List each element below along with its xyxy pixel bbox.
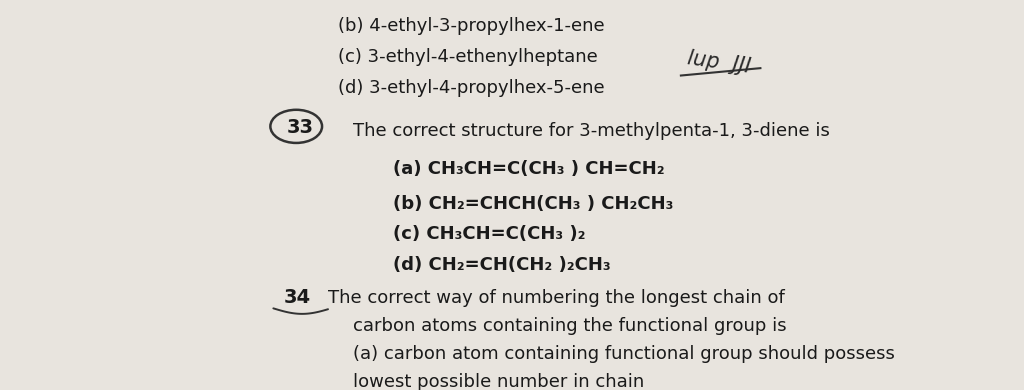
Text: (b) CH₂=CHCH(CH₃ ) CH₂CH₃: (b) CH₂=CHCH(CH₃ ) CH₂CH₃	[392, 195, 673, 213]
Text: (d) CH₂=CH(CH₂ )₂CH₃: (d) CH₂=CH(CH₂ )₂CH₃	[392, 256, 610, 274]
Text: The correct structure for 3-methylpenta-1, 3-diene is: The correct structure for 3-methylpenta-…	[353, 122, 829, 140]
Text: (b) 4-ethyl-3-propylhex-1-ene: (b) 4-ethyl-3-propylhex-1-ene	[338, 17, 604, 35]
Text: (c) CH₃CH=C(CH₃ )₂: (c) CH₃CH=C(CH₃ )₂	[392, 225, 585, 243]
Text: lowest possible number in chain: lowest possible number in chain	[353, 373, 644, 390]
Text: (c) 3-ethyl-4-ethenylheptane: (c) 3-ethyl-4-ethenylheptane	[338, 48, 598, 66]
Text: lup  JJI: lup JJI	[686, 48, 752, 76]
Text: The correct way of numbering the longest chain of: The correct way of numbering the longest…	[328, 289, 784, 307]
Text: 34: 34	[284, 288, 310, 307]
Text: (a) CH₃CH=C(CH₃ ) CH=CH₂: (a) CH₃CH=C(CH₃ ) CH=CH₂	[392, 160, 665, 178]
Text: (a) carbon atom containing functional group should possess: (a) carbon atom containing functional gr…	[353, 345, 895, 363]
Text: carbon atoms containing the functional group is: carbon atoms containing the functional g…	[353, 317, 786, 335]
Text: 33: 33	[287, 118, 313, 137]
Text: (d) 3-ethyl-4-propylhex-5-ene: (d) 3-ethyl-4-propylhex-5-ene	[338, 79, 604, 97]
